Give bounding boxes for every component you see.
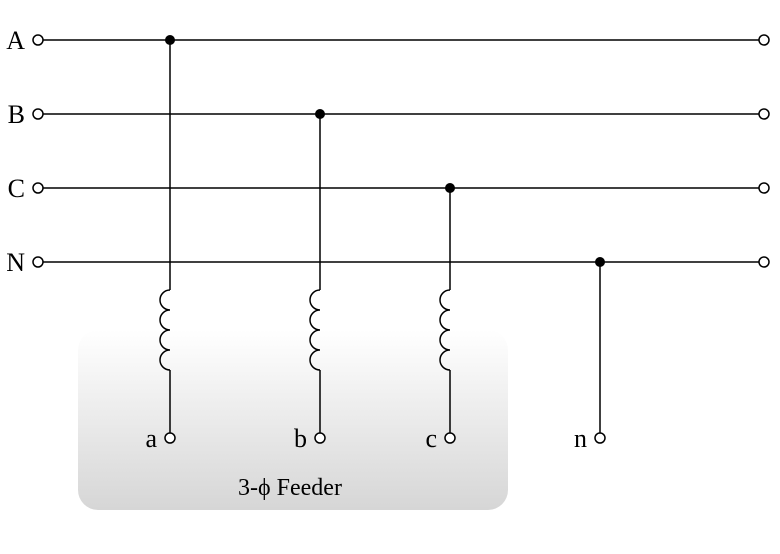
terminal-bottom-n [595, 433, 605, 443]
circuit-diagram: A B C Na b c n 3-ϕ Feeder [0, 0, 780, 554]
terminal-bottom-b [315, 433, 325, 443]
terminal-right-A [759, 35, 769, 45]
junction-a [165, 35, 175, 45]
terminal-left-N [33, 257, 43, 267]
tap-label-n: n [574, 424, 587, 453]
junction-n [595, 257, 605, 267]
line-label-C: C [8, 174, 25, 203]
terminal-bottom-a [165, 433, 175, 443]
tap-label-c: c [425, 424, 437, 453]
terminal-left-B [33, 109, 43, 119]
terminal-left-A [33, 35, 43, 45]
terminal-left-C [33, 183, 43, 193]
terminal-right-C [759, 183, 769, 193]
line-label-N: N [6, 248, 25, 277]
tap-label-a: a [145, 424, 157, 453]
feeder-label: 3-ϕ Feeder [238, 475, 342, 501]
tap-label-b: b [294, 424, 307, 453]
junction-b [315, 109, 325, 119]
junction-c [445, 183, 455, 193]
line-label-A: A [6, 26, 25, 55]
terminal-bottom-c [445, 433, 455, 443]
terminal-right-B [759, 109, 769, 119]
line-label-B: B [8, 100, 25, 129]
terminal-right-N [759, 257, 769, 267]
